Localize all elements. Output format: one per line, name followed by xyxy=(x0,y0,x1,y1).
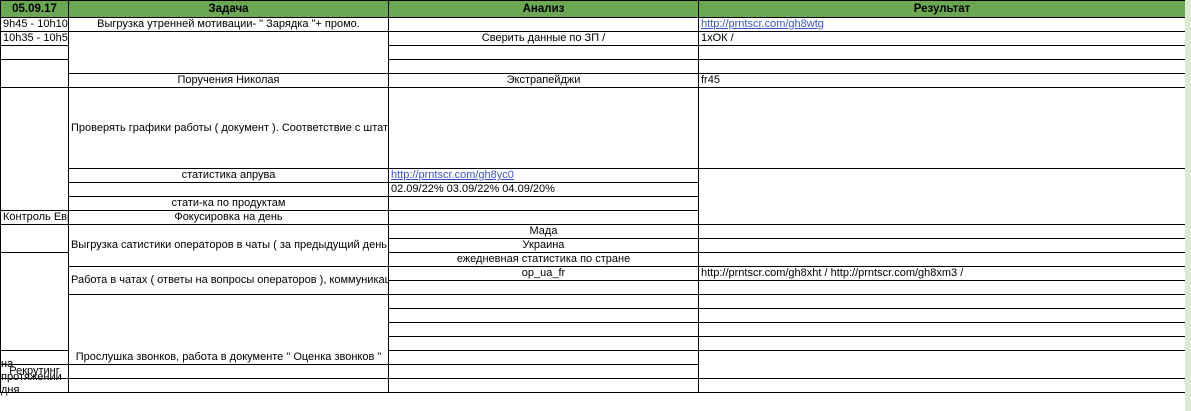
cell-time[interactable] xyxy=(0,378,69,393)
cell-time[interactable] xyxy=(0,59,69,88)
sheet-right-edge-strip xyxy=(1185,0,1191,411)
cell-result[interactable] xyxy=(388,196,699,211)
table-row: статистика апрува http://prntscr.com/gh8… xyxy=(1,168,1186,183)
cell-result[interactable] xyxy=(698,238,1186,253)
cell-analysis[interactable] xyxy=(0,350,69,365)
table-row: Прослушка звонков, работа в документе " … xyxy=(1,294,1186,365)
cell-result[interactable]: http://prntscr.com/gh8xht / http://prnts… xyxy=(698,266,1186,281)
cell-analysis[interactable]: Мада xyxy=(388,224,699,239)
table-row: 9h45 - 10h10 Выгрузка утренней мотивации… xyxy=(0,17,1186,32)
cell-analysis[interactable] xyxy=(388,17,699,32)
cell-result[interactable] xyxy=(698,59,1186,74)
header-analysis: Анализ xyxy=(388,0,699,18)
cell-analysis[interactable] xyxy=(388,280,699,295)
table-row: Украина xyxy=(1,238,1186,253)
cell-task[interactable] xyxy=(68,378,389,393)
header-date: 05.09.17 xyxy=(0,0,69,18)
cell-analysis[interactable]: ежедневная статистика по стране xyxy=(388,252,699,267)
cell-analysis[interactable] xyxy=(388,378,699,393)
cell-result[interactable] xyxy=(698,336,1186,351)
cell-result[interactable] xyxy=(698,45,1186,60)
cell-analysis[interactable] xyxy=(388,45,699,60)
cell-result[interactable]: 1хОК / xyxy=(698,31,1186,46)
cell-task[interactable]: Выгрузка сатистики операторов в чаты ( з… xyxy=(68,224,389,267)
result-link[interactable]: http://prntscr.com/gh8yc0 xyxy=(391,169,514,182)
table-row: стати-ка по продуктам xyxy=(1,196,1186,211)
cell-task[interactable]: Прослушка звонков, работа в документе " … xyxy=(68,294,389,365)
table-row xyxy=(1,322,1186,337)
cell-analysis[interactable]: Украина xyxy=(388,238,699,253)
cell-analysis[interactable] xyxy=(388,322,699,337)
cell-time[interactable] xyxy=(0,45,69,60)
cell-analysis[interactable] xyxy=(388,87,699,169)
table-row: Контроль Европа Фокусировка на день xyxy=(0,210,1186,225)
table-row: 10h35 - 10h55 Сверить данные по ЗП / 1хО… xyxy=(0,31,1186,74)
cell-result[interactable]: http://prntscr.com/gh8wtg xyxy=(698,17,1186,32)
cell-time[interactable] xyxy=(0,224,69,253)
table-row: Рекрутинг xyxy=(0,364,1186,379)
cell-analysis[interactable]: Сверить данные по ЗП / xyxy=(388,31,699,46)
schedule-table: 05.09.17 Задача Анализ Результат 9h45 - … xyxy=(0,0,1186,393)
cell-result[interactable] xyxy=(388,210,699,225)
table-row: 02.09/22% 03.09/22% 04.09/20% xyxy=(1,182,1186,197)
table-row xyxy=(1,308,1186,323)
cell-analysis[interactable] xyxy=(388,294,699,309)
cell-analysis[interactable] xyxy=(68,182,389,197)
result-link[interactable]: http://prntscr.com/gh8wtg xyxy=(701,18,824,31)
table-row xyxy=(0,350,1186,365)
cell-time[interactable] xyxy=(0,252,69,351)
cell-task[interactable]: Проверять графики работы ( документ ). С… xyxy=(68,87,389,169)
cell-task[interactable]: Работа в чатах ( ответы на вопросы опера… xyxy=(68,266,389,295)
cell-analysis[interactable]: стати-ка по продуктам xyxy=(68,196,389,211)
cell-task[interactable]: Выгрузка утренней мотивации- " Зарядка "… xyxy=(68,17,389,32)
cell-result[interactable] xyxy=(388,350,699,365)
table-row: Выгрузка сатистики операторов в чаты ( з… xyxy=(0,224,1186,267)
cell-analysis[interactable] xyxy=(68,364,389,379)
cell-task[interactable]: Контроль Европа xyxy=(0,210,69,225)
cell-analysis[interactable]: op_ua_fr xyxy=(388,266,699,281)
table-row xyxy=(0,378,1186,393)
header-task: Задача xyxy=(68,0,389,18)
cell-result[interactable] xyxy=(698,322,1186,337)
cell-time-merged-label: на протяжении дня xyxy=(1,358,62,396)
cell-result[interactable] xyxy=(698,294,1186,309)
cell-analysis[interactable] xyxy=(388,336,699,351)
cell-time[interactable]: 9h45 - 10h10 xyxy=(0,17,69,32)
cell-result[interactable] xyxy=(698,280,1186,295)
cell-result[interactable] xyxy=(698,378,1186,393)
table-row: ежедневная статистика по стране xyxy=(0,252,1186,351)
cell-analysis[interactable] xyxy=(388,308,699,323)
table-header-row: 05.09.17 Задача Анализ Результат xyxy=(0,0,1186,18)
cell-result[interactable]: fr45 xyxy=(698,73,1186,88)
cell-time[interactable] xyxy=(0,87,69,211)
cell-result[interactable] xyxy=(698,224,1186,239)
table-row: Поручения Николая Экстрапейджи fr45 xyxy=(1,73,1186,88)
table-row xyxy=(1,336,1186,351)
cell-analysis[interactable] xyxy=(388,59,699,74)
cell-result[interactable] xyxy=(698,308,1186,323)
table-row xyxy=(0,59,1186,88)
cell-result[interactable] xyxy=(698,87,1186,169)
table-row xyxy=(1,280,1186,295)
cell-time[interactable]: 10h35 - 10h55 xyxy=(0,31,69,46)
cell-analysis[interactable]: Экстрапейджи xyxy=(388,73,699,88)
cell-analysis[interactable]: статистика апрува xyxy=(68,168,389,183)
cell-result[interactable] xyxy=(388,364,699,379)
cell-result[interactable] xyxy=(698,252,1186,267)
cell-task[interactable]: Поручения Николая xyxy=(68,73,389,88)
cell-task[interactable] xyxy=(68,31,389,74)
table-row xyxy=(0,45,1186,60)
header-result: Результат xyxy=(698,0,1186,18)
table-row: Проверять графики работы ( документ ). С… xyxy=(0,87,1186,211)
table-row: Работа в чатах ( ответы на вопросы опера… xyxy=(1,266,1186,295)
cell-analysis[interactable]: Фокусировка на день xyxy=(68,210,389,225)
cell-result[interactable]: http://prntscr.com/gh8yc0 xyxy=(388,168,699,183)
cell-result[interactable]: 02.09/22% 03.09/22% 04.09/20% xyxy=(388,182,699,197)
